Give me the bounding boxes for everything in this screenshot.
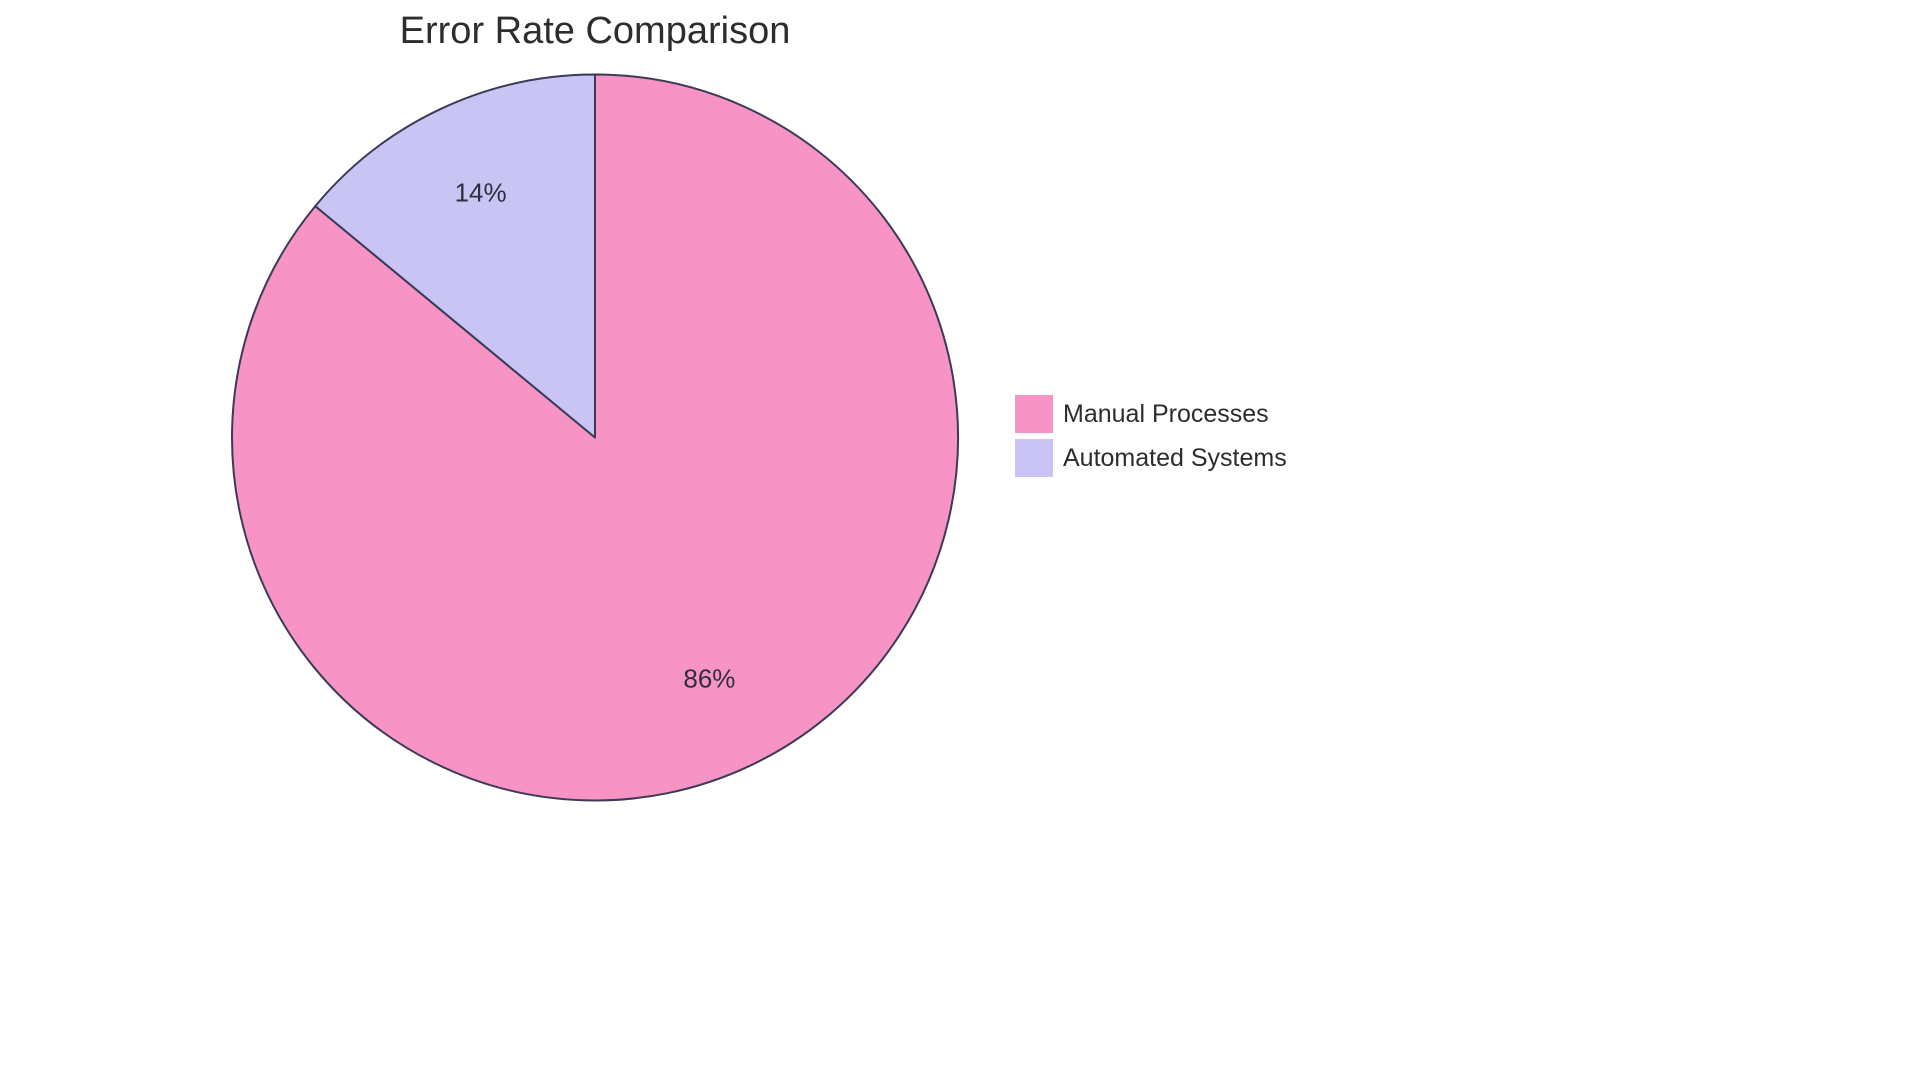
legend-item-automated-systems[interactable]: Automated Systems: [1015, 439, 1287, 477]
legend-label-manual-processes: Manual Processes: [1063, 399, 1269, 428]
pie-slice-1: [314, 73, 596, 439]
legend-swatch-automated-systems: [1015, 439, 1053, 477]
chart-title: Error Rate Comparison: [399, 10, 791, 52]
pie-slice-percent-label-1: 14%: [455, 177, 507, 207]
legend: Manual Processes Automated Systems: [1015, 395, 1287, 477]
legend-label-automated-systems: Automated Systems: [1063, 443, 1287, 472]
legend-item-manual-processes[interactable]: Manual Processes: [1015, 395, 1287, 433]
pie-slice-percent-label-0: 86%: [683, 663, 735, 693]
legend-swatch-manual-processes: [1015, 395, 1053, 433]
